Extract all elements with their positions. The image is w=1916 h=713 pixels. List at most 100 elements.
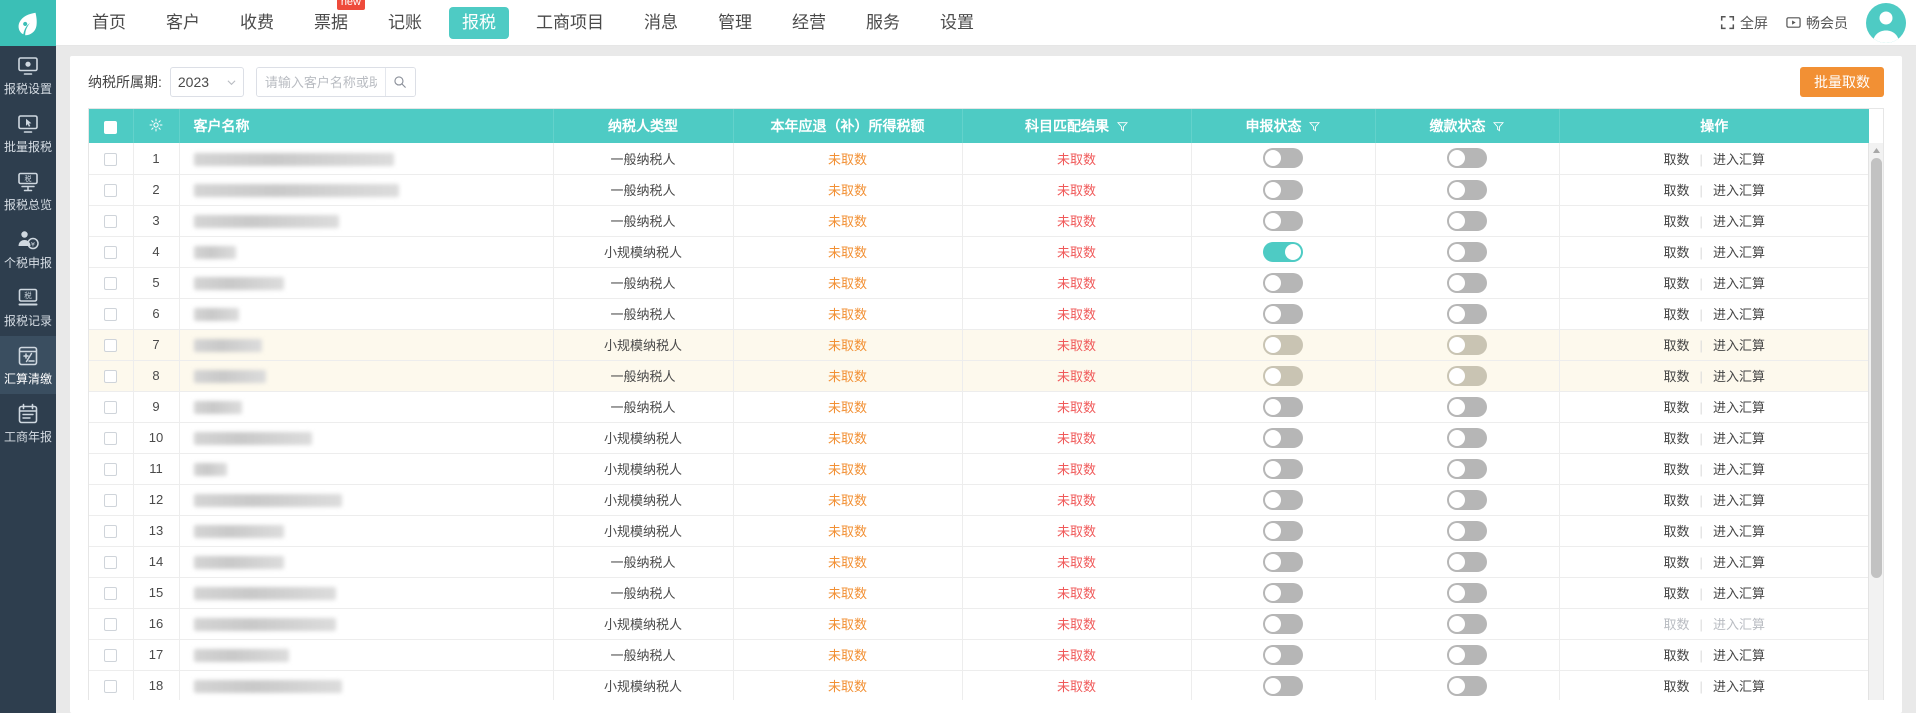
- header-select-all[interactable]: [89, 109, 134, 143]
- table-row[interactable]: 13 小规模纳税人 未取数 未取数 取数 | 进入汇算: [89, 515, 1869, 547]
- table-row[interactable]: 4 小规模纳税人 未取数 未取数 取数 | 进入汇算: [89, 236, 1869, 268]
- enter-settlement-link[interactable]: 进入汇算: [1712, 555, 1765, 570]
- row-payment-status-cell[interactable]: [1375, 577, 1560, 609]
- sidebar-item-6[interactable]: 汇算清缴: [0, 336, 56, 394]
- row-checkbox[interactable]: [104, 370, 118, 384]
- fetch-action-link[interactable]: 取数: [1663, 276, 1690, 291]
- header-tax-amount[interactable]: 本年应退（补）所得税额: [733, 109, 963, 143]
- row-checkbox-cell[interactable]: [89, 484, 134, 516]
- sidebar-item-7[interactable]: 工商年报: [0, 394, 56, 452]
- row-checkbox[interactable]: [104, 339, 118, 353]
- sidebar-item-3[interactable]: 税报税总览: [0, 162, 56, 220]
- row-payment-status-cell[interactable]: [1375, 329, 1560, 361]
- member-button[interactable]: 畅会员: [1786, 13, 1848, 33]
- payment-status-toggle[interactable]: [1447, 427, 1487, 448]
- nav-item-6[interactable]: 报税: [449, 6, 509, 39]
- nav-item-9[interactable]: 管理: [705, 7, 765, 39]
- row-checkbox-cell[interactable]: [89, 546, 134, 578]
- fetch-action-link[interactable]: 取数: [1663, 369, 1690, 384]
- row-checkbox-cell[interactable]: [89, 639, 134, 671]
- enter-settlement-link[interactable]: 进入汇算: [1712, 431, 1765, 446]
- row-declare-status-cell[interactable]: [1191, 360, 1376, 392]
- row-declare-status-cell[interactable]: [1191, 670, 1376, 700]
- table-row[interactable]: 11 小规模纳税人 未取数 未取数 取数 | 进入汇算: [89, 453, 1869, 485]
- row-declare-status-cell[interactable]: [1191, 298, 1376, 330]
- row-checkbox[interactable]: [104, 432, 118, 446]
- row-checkbox-cell[interactable]: [89, 670, 134, 700]
- row-declare-status-cell[interactable]: [1191, 236, 1376, 268]
- row-checkbox[interactable]: [104, 277, 118, 291]
- row-checkbox-cell[interactable]: [89, 329, 134, 361]
- nav-item-4[interactable]: 票据 new: [301, 0, 365, 39]
- declare-status-toggle[interactable]: [1263, 148, 1303, 169]
- enter-settlement-link[interactable]: 进入汇算: [1712, 524, 1765, 539]
- nav-item-8[interactable]: 消息: [631, 7, 691, 39]
- enter-settlement-link[interactable]: 进入汇算: [1712, 648, 1765, 663]
- batch-fetch-button[interactable]: 批量取数: [1800, 67, 1884, 97]
- enter-settlement-link[interactable]: 进入汇算: [1712, 369, 1765, 384]
- enter-settlement-link[interactable]: 进入汇算: [1712, 245, 1765, 260]
- enter-settlement-link[interactable]: 进入汇算: [1712, 586, 1765, 601]
- header-taxpayer-type[interactable]: 纳税人类型: [553, 109, 734, 143]
- declare-status-toggle[interactable]: [1263, 675, 1303, 696]
- row-payment-status-cell[interactable]: [1375, 453, 1560, 485]
- declare-status-toggle[interactable]: [1263, 179, 1303, 200]
- fullscreen-button[interactable]: 全屏: [1720, 13, 1768, 33]
- fetch-action-link[interactable]: 取数: [1663, 151, 1690, 167]
- declare-status-toggle[interactable]: [1263, 582, 1303, 603]
- payment-status-toggle[interactable]: [1447, 489, 1487, 510]
- row-checkbox[interactable]: [104, 680, 118, 694]
- table-row[interactable]: 7 小规模纳税人 未取数 未取数 取数 | 进入汇算: [89, 329, 1869, 361]
- row-declare-status-cell[interactable]: [1191, 453, 1376, 485]
- row-checkbox[interactable]: [104, 246, 118, 260]
- enter-settlement-link[interactable]: 进入汇算: [1712, 276, 1765, 291]
- row-declare-status-cell[interactable]: [1191, 329, 1376, 361]
- sidebar-item-1[interactable]: 报税设置: [0, 46, 56, 104]
- enter-settlement-link[interactable]: 进入汇算: [1712, 679, 1765, 694]
- fetch-action-link[interactable]: 取数: [1663, 245, 1690, 260]
- payment-status-toggle[interactable]: [1447, 551, 1487, 572]
- declare-status-toggle[interactable]: [1263, 613, 1303, 634]
- row-checkbox-cell[interactable]: [89, 267, 134, 299]
- payment-status-toggle[interactable]: [1447, 644, 1487, 665]
- filter-funnel-icon[interactable]: [1116, 121, 1129, 132]
- enter-settlement-link[interactable]: 进入汇算: [1712, 151, 1765, 167]
- scrollbar-thumb[interactable]: [1870, 158, 1882, 578]
- row-payment-status-cell[interactable]: [1375, 546, 1560, 578]
- header-customer-name[interactable]: 客户名称: [179, 109, 554, 143]
- row-payment-status-cell[interactable]: [1375, 298, 1560, 330]
- enter-settlement-link[interactable]: 进入汇算: [1712, 493, 1765, 508]
- row-checkbox-cell[interactable]: [89, 236, 134, 268]
- row-checkbox[interactable]: [104, 184, 118, 198]
- table-row[interactable]: 5 一般纳税人 未取数 未取数 取数 | 进入汇算: [89, 267, 1869, 299]
- table-row[interactable]: 15 一般纳税人 未取数 未取数 取数 | 进入汇算: [89, 577, 1869, 609]
- row-declare-status-cell[interactable]: [1191, 608, 1376, 640]
- row-checkbox[interactable]: [104, 649, 118, 663]
- fetch-action-link[interactable]: 取数: [1663, 307, 1690, 322]
- row-checkbox[interactable]: [104, 463, 118, 477]
- table-row[interactable]: 9 一般纳税人 未取数 未取数 取数 | 进入汇算: [89, 391, 1869, 423]
- nav-item-11[interactable]: 服务: [853, 7, 913, 39]
- payment-status-toggle[interactable]: [1447, 458, 1487, 479]
- nav-item-5[interactable]: 记账: [375, 7, 435, 39]
- enter-settlement-link[interactable]: 进入汇算: [1712, 183, 1765, 198]
- row-payment-status-cell[interactable]: [1375, 205, 1560, 237]
- header-declare-status[interactable]: 申报状态: [1191, 109, 1376, 143]
- table-row[interactable]: 1 一般纳税人 未取数 未取数 取数 | 进入汇算: [89, 143, 1869, 175]
- search-button[interactable]: [384, 68, 415, 96]
- table-row[interactable]: 3 一般纳税人 未取数 未取数 取数 | 进入汇算: [89, 205, 1869, 237]
- row-declare-status-cell[interactable]: [1191, 577, 1376, 609]
- row-checkbox[interactable]: [104, 587, 118, 601]
- period-select[interactable]: 2023: [169, 67, 244, 97]
- row-payment-status-cell[interactable]: [1375, 608, 1560, 640]
- table-row[interactable]: 6 一般纳税人 未取数 未取数 取数 | 进入汇算: [89, 298, 1869, 330]
- row-payment-status-cell[interactable]: [1375, 174, 1560, 206]
- filter-funnel-icon[interactable]: [1309, 121, 1321, 132]
- enter-settlement-link[interactable]: 进入汇算: [1712, 462, 1765, 477]
- row-payment-status-cell[interactable]: [1375, 391, 1560, 423]
- row-checkbox-cell[interactable]: [89, 422, 134, 454]
- header-payment-status[interactable]: 缴款状态: [1375, 109, 1560, 143]
- declare-status-toggle[interactable]: [1263, 365, 1303, 386]
- row-checkbox[interactable]: [104, 494, 118, 508]
- payment-status-toggle[interactable]: [1447, 675, 1487, 696]
